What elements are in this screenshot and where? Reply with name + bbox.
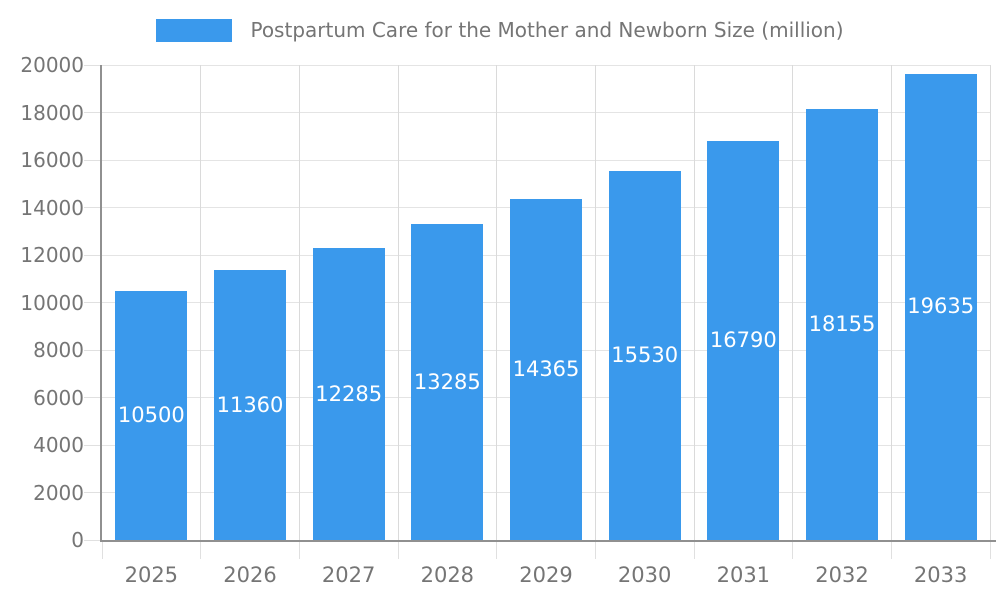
x-gridline (890, 65, 892, 540)
x-gridline (200, 65, 202, 540)
y-axis-line (100, 65, 102, 542)
y-axis-tick (84, 112, 101, 113)
bar-2029[interactable]: 14365 (510, 198, 582, 540)
x-axis-tick (989, 541, 991, 559)
x-gridline (594, 65, 596, 540)
x-axis-tick-label: 2031 (716, 563, 771, 587)
y-axis-tick (84, 397, 101, 398)
y-axis-tick (84, 207, 101, 208)
bar-2026[interactable]: 11360 (214, 270, 286, 540)
bar-2028[interactable]: 13285 (411, 224, 484, 540)
bar-value-label: 15530 (611, 343, 679, 368)
x-axis-tick (693, 541, 695, 559)
x-axis-tick-label: 2026 (223, 563, 277, 587)
x-axis-tick (200, 541, 202, 559)
y-axis-tick-label: 0 (71, 528, 84, 552)
y-axis-tick-label: 16000 (20, 148, 84, 172)
legend-swatch (156, 18, 233, 42)
y-axis-tick-label: 18000 (20, 100, 84, 125)
bar-value-label: 13285 (413, 369, 481, 394)
x-gridline (496, 65, 498, 540)
y-axis-tick (84, 254, 101, 256)
legend-label: Postpartum Care for the Mother and Newbo… (250, 18, 844, 42)
y-axis-tick (84, 64, 101, 66)
x-gridline (989, 65, 991, 540)
y-gridline (102, 159, 990, 161)
x-axis-tick (496, 541, 498, 559)
x-axis-tick-label: 2033 (913, 563, 968, 587)
bar-value-label: 11360 (216, 392, 284, 417)
bar-value-label: 12285 (315, 381, 383, 406)
x-axis-line (100, 540, 996, 542)
y-axis-tick-label: 14000 (20, 195, 84, 220)
x-gridline (298, 65, 300, 540)
x-gridline (792, 65, 794, 540)
bar-2033[interactable]: 19635 (904, 73, 977, 540)
bar-value-label: 18155 (808, 311, 876, 336)
x-axis-tick-label: 2027 (321, 563, 376, 587)
x-axis-tick (298, 541, 300, 559)
y-axis-tick (84, 492, 101, 493)
y-axis-tick-label: 2000 (33, 480, 84, 505)
x-axis-tick (594, 541, 596, 559)
legend[interactable]: Postpartum Care for the Mother and Newbo… (0, 18, 1000, 42)
y-axis-tick-label: 10000 (20, 290, 84, 315)
x-axis-tick-label: 2032 (815, 563, 869, 587)
y-axis-tick (84, 349, 101, 351)
x-axis-tick-label: 2029 (519, 563, 573, 587)
x-gridline (397, 65, 399, 540)
bar-2027[interactable]: 12285 (312, 248, 385, 540)
y-axis-tick (84, 444, 101, 446)
y-axis-tick-label: 20000 (20, 53, 84, 77)
x-axis-tick (397, 541, 399, 559)
y-axis-tick-label: 6000 (33, 385, 84, 410)
bar-2025[interactable]: 10500 (115, 290, 188, 540)
y-axis-tick-label: 8000 (33, 338, 84, 362)
x-axis-tick-label: 2030 (617, 563, 672, 587)
x-axis-tick-label: 2028 (420, 563, 475, 587)
y-axis-tick-label: 12000 (20, 243, 84, 267)
y-axis-tick (84, 159, 101, 161)
bar-2032[interactable]: 18155 (806, 108, 878, 540)
x-gridline (693, 65, 695, 540)
x-axis-tick (101, 541, 103, 559)
bar-value-label: 14365 (512, 356, 580, 381)
y-axis-tick (84, 539, 101, 541)
x-axis-tick-label: 2025 (124, 563, 179, 587)
bar-value-label: 19635 (907, 294, 975, 319)
bar-value-label: 16790 (709, 328, 777, 353)
x-axis-tick (792, 541, 794, 559)
x-axis-tick (890, 541, 892, 559)
y-gridline (102, 112, 990, 113)
bar-2030[interactable]: 15530 (608, 171, 681, 540)
y-axis-tick-label: 4000 (33, 433, 84, 457)
y-gridline (102, 64, 990, 66)
bar-value-label: 10500 (117, 402, 185, 427)
bar-2031[interactable]: 16790 (707, 141, 780, 540)
y-axis-tick (84, 302, 101, 303)
